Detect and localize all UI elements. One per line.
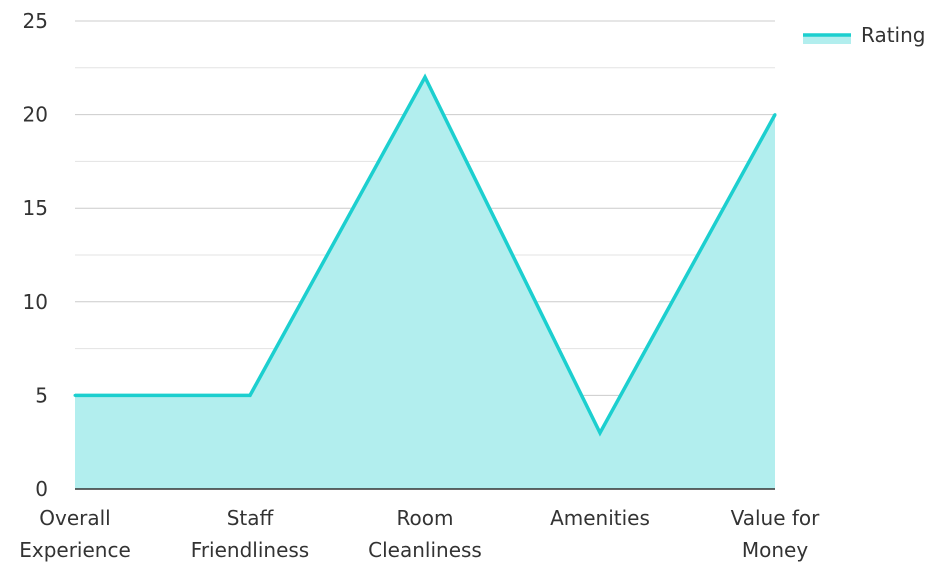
x-tick-label-line: Experience xyxy=(19,538,131,562)
data-point xyxy=(423,75,427,79)
series-area xyxy=(73,73,777,489)
y-tick-label: 0 xyxy=(35,477,48,501)
x-tick-label-line: Friendliness xyxy=(191,538,309,562)
data-point xyxy=(598,431,602,435)
x-tick-label: Value for Money xyxy=(731,506,821,562)
x-tick-label-line: Value for xyxy=(731,506,821,530)
x-tick-label: Amenities xyxy=(550,506,650,530)
x-tick-label-line: Room xyxy=(397,506,454,530)
x-tick-label-line: Amenities xyxy=(550,506,650,530)
x-tick-label-line: Cleanliness xyxy=(368,538,482,562)
data-point xyxy=(73,393,77,397)
x-tick-label-line: Overall xyxy=(39,506,110,530)
y-axis-ticks: 0 5 10 15 20 25 xyxy=(23,9,48,501)
y-tick-label: 5 xyxy=(35,383,48,407)
x-tick-label-line: Money xyxy=(742,538,808,562)
legend: Rating xyxy=(803,23,925,47)
y-tick-label: 25 xyxy=(23,9,48,33)
series-area-fill-rating xyxy=(75,77,775,489)
x-tick-label: Room Cleanliness xyxy=(368,506,482,562)
data-point xyxy=(248,393,252,397)
x-tick-label: Staff Friendliness xyxy=(191,506,309,562)
data-point xyxy=(773,113,777,117)
legend-label-rating: Rating xyxy=(861,23,925,47)
x-axis-ticks: Overall Experience Staff Friendliness Room Cl… xyxy=(19,506,820,562)
y-tick-label: 20 xyxy=(23,103,48,127)
x-tick-label-line: Staff xyxy=(227,506,275,530)
y-tick-label: 15 xyxy=(23,196,48,220)
y-tick-label: 10 xyxy=(23,290,48,314)
x-tick-label: Overall Experience xyxy=(19,506,131,562)
legend-swatch-rating xyxy=(803,34,851,44)
